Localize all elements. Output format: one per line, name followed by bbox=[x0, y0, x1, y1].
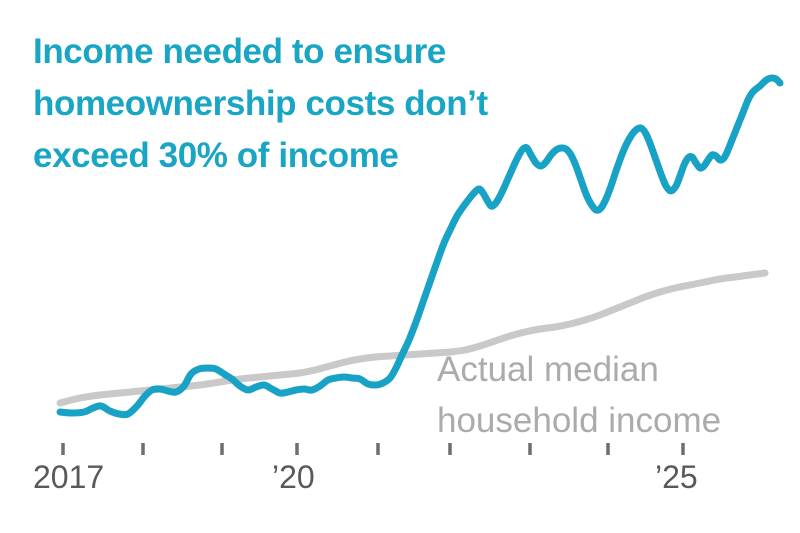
chart-title-line-3: exceed 30% of income bbox=[33, 136, 399, 175]
series-line bbox=[56, 269, 769, 407]
x-axis-ticks bbox=[61, 443, 685, 455]
chart-title-line-1: Income needed to ensure bbox=[33, 32, 446, 71]
chart-title-line-2: homeownership costs don’t bbox=[33, 84, 488, 123]
x-axis-tick-label-2017: 2017 bbox=[33, 459, 105, 495]
x-axis-tick-label-25: ’25 bbox=[655, 459, 698, 495]
x-axis-tick-label-20: ’20 bbox=[272, 459, 315, 495]
series-annotation-actual-median-household-income: Actual median household income bbox=[437, 344, 787, 446]
chart-series-group bbox=[56, 74, 784, 419]
series-line bbox=[56, 74, 784, 419]
annotation-line-2: household income bbox=[437, 401, 722, 440]
chart-title: Income needed to ensure homeownership co… bbox=[33, 26, 573, 182]
annotation-line-1: Actual median bbox=[437, 350, 659, 389]
